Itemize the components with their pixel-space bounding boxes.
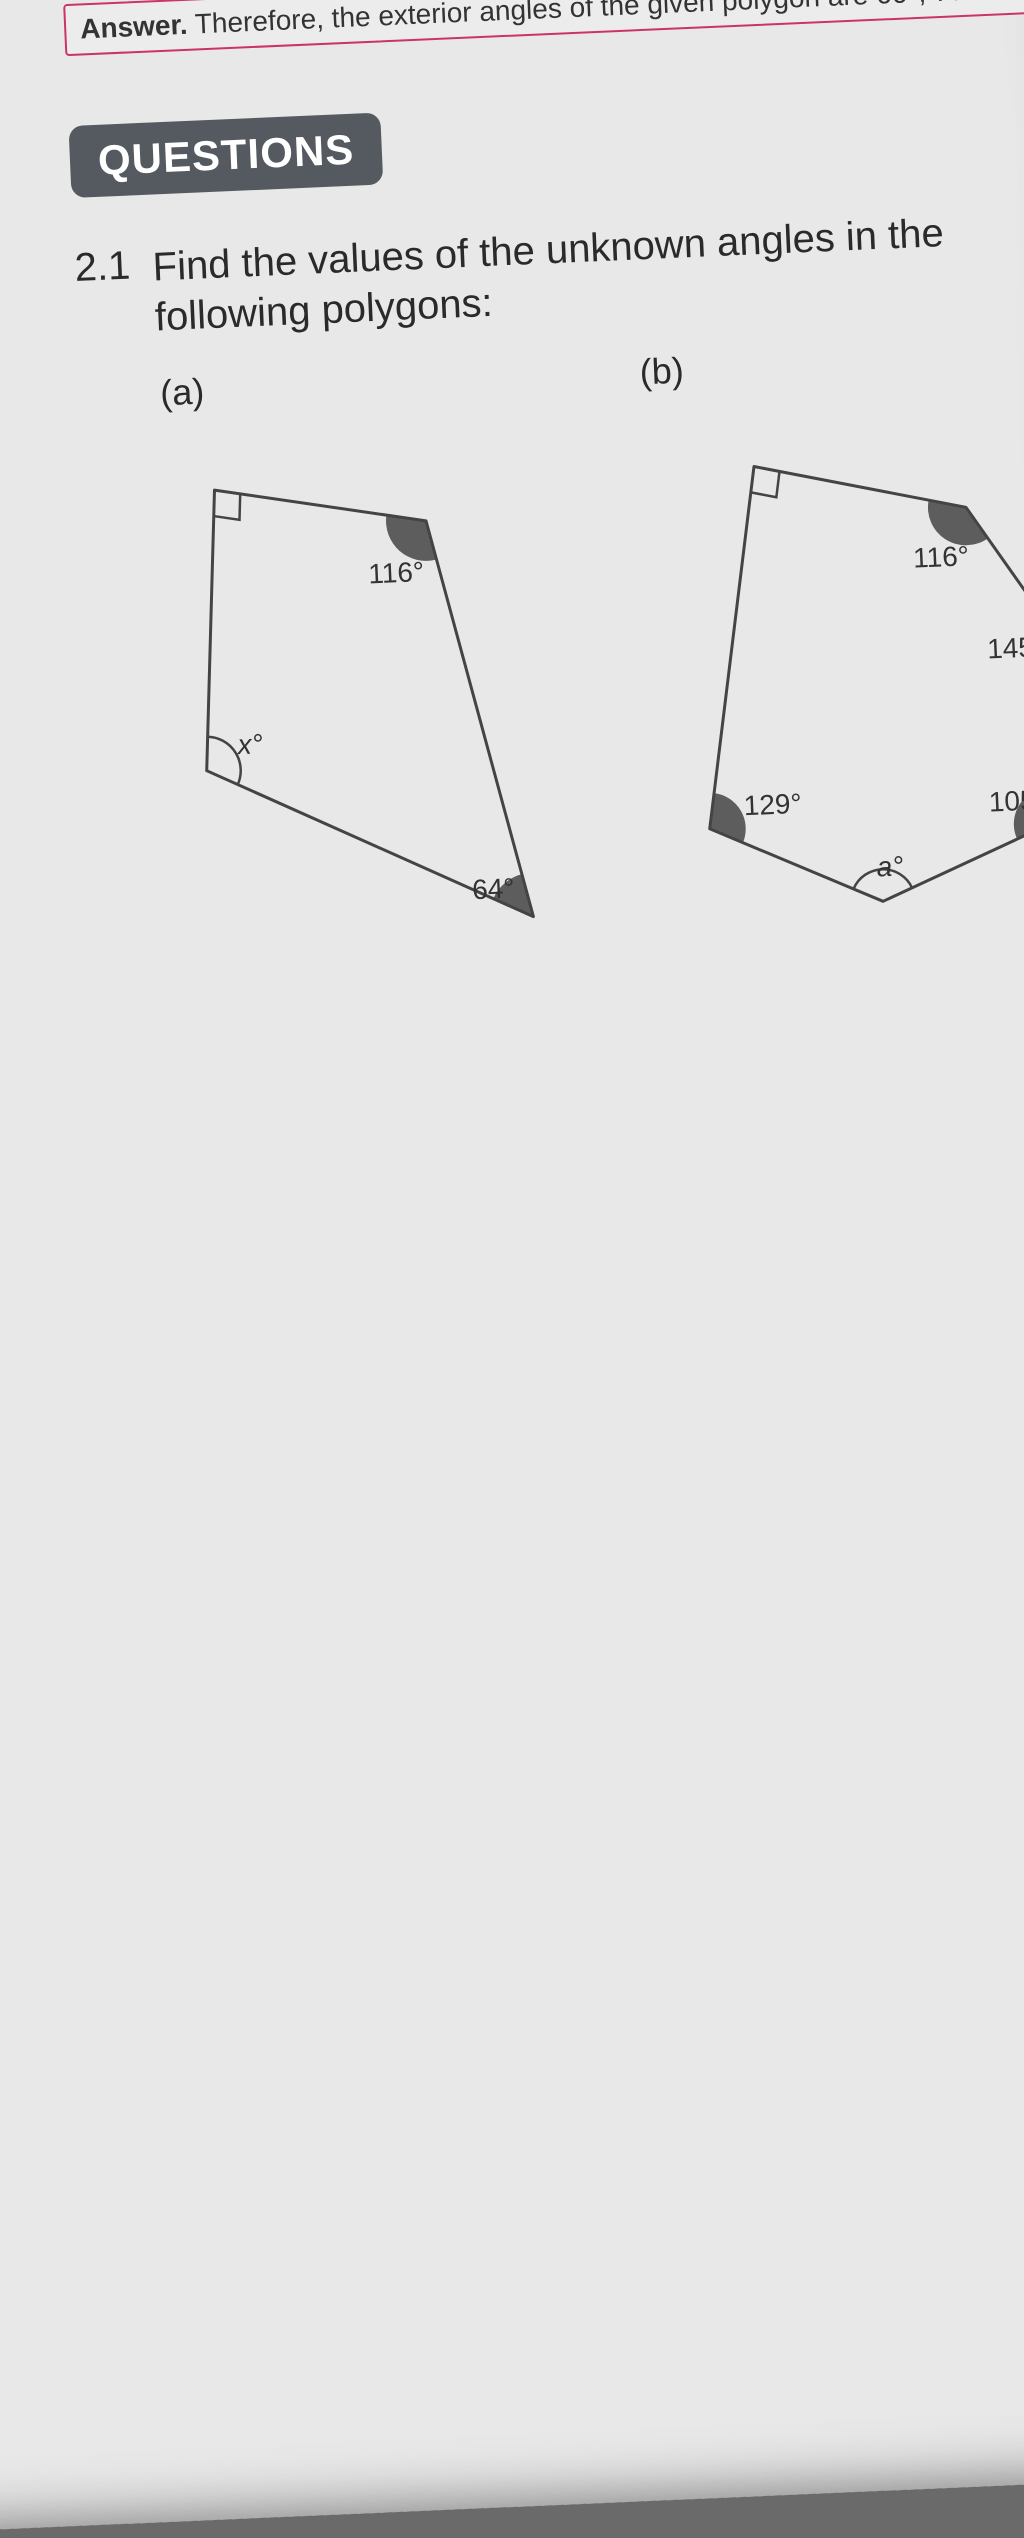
right-angle-marker-a — [213, 494, 241, 521]
figure-b: (b) 116° 145° 105° a° 129° ( — [629, 331, 1024, 971]
label-105-b: 105° — [988, 784, 1024, 817]
figures-row: (a) 116° 64° x° (b) — [149, 333, 1024, 992]
figure-a-label: (a) — [159, 354, 570, 414]
answer-box: Answer. Therefore, the exterior angles o… — [63, 0, 1024, 56]
label-x-a: x° — [235, 728, 264, 760]
answer-prefix: Answer. — [80, 9, 189, 45]
answer-text: Therefore, the exterior angles of the gi… — [194, 0, 977, 39]
angle-116-a — [386, 513, 437, 563]
question-number: 2.1 — [74, 243, 136, 291]
figure-a-svg: 116° 64° x° — [152, 414, 596, 992]
quadrilateral-a — [195, 477, 534, 931]
questions-heading: QUESTIONS — [68, 112, 383, 198]
label-129-b: 129° — [743, 788, 802, 821]
label-116-a: 116° — [368, 556, 425, 589]
label-145-b: 145° — [986, 631, 1024, 664]
label-116-b: 116° — [912, 540, 969, 573]
figure-b-label: (b) — [639, 331, 1024, 393]
label-64-a: 64° — [471, 872, 515, 905]
figure-b-svg: 116° 145° 105° a° 129° ( — [631, 391, 1024, 971]
figure-a: (a) 116° 64° x° — [149, 354, 596, 992]
textbook-page: Answer. Therefore, the exterior angles o… — [0, 0, 1024, 2538]
question-text: Find the values of the unknown angles in… — [152, 203, 1024, 342]
right-angle-marker-b — [750, 471, 781, 498]
label-a-b: a° — [876, 850, 904, 882]
question-2-1: 2.1 Find the values of the unknown angle… — [74, 203, 1024, 346]
